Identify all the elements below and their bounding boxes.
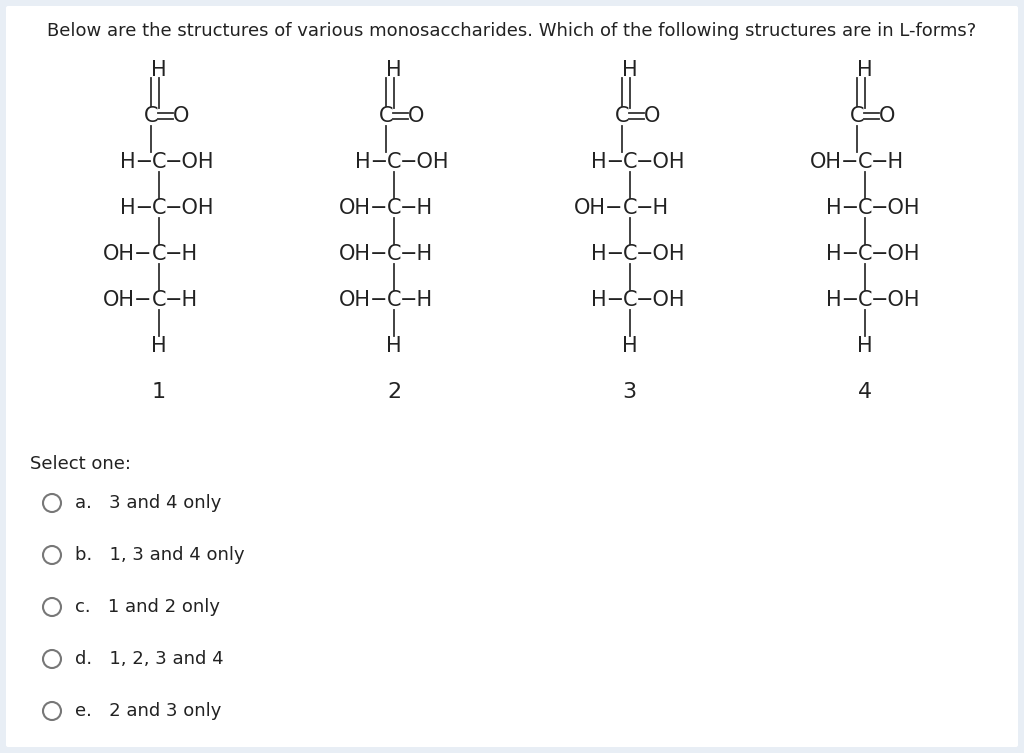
Text: C: C: [387, 152, 401, 172]
Text: −OH: −OH: [871, 244, 921, 264]
Text: OH−: OH−: [103, 290, 153, 310]
Text: H: H: [857, 60, 873, 80]
Text: −OH: −OH: [636, 290, 685, 310]
Text: C: C: [152, 198, 166, 218]
Text: H: H: [622, 336, 638, 356]
Text: OH−: OH−: [339, 198, 388, 218]
Text: O: O: [172, 106, 188, 126]
Text: O: O: [643, 106, 659, 126]
Text: e.   2 and 3 only: e. 2 and 3 only: [75, 702, 221, 720]
Text: −OH: −OH: [871, 198, 921, 218]
Text: O: O: [879, 106, 895, 126]
Text: −OH: −OH: [165, 152, 214, 172]
Text: OH−: OH−: [574, 198, 624, 218]
Text: C: C: [858, 152, 872, 172]
Text: b.   1, 3 and 4 only: b. 1, 3 and 4 only: [75, 546, 245, 564]
Text: Below are the structures of various monosaccharides. Which of the following stru: Below are the structures of various mono…: [47, 22, 977, 40]
Text: OH−: OH−: [339, 244, 388, 264]
Text: −OH: −OH: [871, 290, 921, 310]
Text: C: C: [152, 244, 166, 264]
Text: −OH: −OH: [636, 244, 685, 264]
Text: C: C: [858, 244, 872, 264]
Text: C: C: [614, 106, 629, 126]
Text: Select one:: Select one:: [30, 455, 131, 473]
Text: C: C: [387, 198, 401, 218]
Text: H−: H−: [120, 198, 153, 218]
Text: H: H: [386, 60, 402, 80]
Text: H−: H−: [120, 152, 153, 172]
Text: H−: H−: [591, 290, 624, 310]
Text: H: H: [622, 60, 638, 80]
Text: C: C: [858, 290, 872, 310]
Text: O: O: [408, 106, 424, 126]
Text: d.   1, 2, 3 and 4: d. 1, 2, 3 and 4: [75, 650, 223, 668]
Text: H−: H−: [355, 152, 388, 172]
Text: −H: −H: [871, 152, 904, 172]
Text: C: C: [623, 198, 637, 218]
Text: −OH: −OH: [400, 152, 450, 172]
Text: −H: −H: [165, 290, 198, 310]
Text: H: H: [857, 336, 873, 356]
Text: C: C: [623, 290, 637, 310]
Text: a.   3 and 4 only: a. 3 and 4 only: [75, 494, 221, 512]
Text: −H: −H: [400, 244, 433, 264]
Text: H−: H−: [826, 198, 859, 218]
Text: c.   1 and 2 only: c. 1 and 2 only: [75, 598, 220, 616]
Text: −H: −H: [636, 198, 669, 218]
Text: H: H: [386, 336, 402, 356]
Text: −H: −H: [165, 244, 198, 264]
FancyBboxPatch shape: [6, 6, 1018, 747]
Text: 4: 4: [858, 382, 872, 402]
Text: OH−: OH−: [339, 290, 388, 310]
Text: −H: −H: [400, 198, 433, 218]
Text: C: C: [858, 198, 872, 218]
Text: −OH: −OH: [165, 198, 214, 218]
Text: 3: 3: [623, 382, 637, 402]
Text: C: C: [387, 290, 401, 310]
Text: C: C: [152, 290, 166, 310]
Text: OH−: OH−: [103, 244, 153, 264]
Text: OH−: OH−: [810, 152, 859, 172]
Text: H−: H−: [591, 244, 624, 264]
Text: H: H: [151, 60, 167, 80]
Text: H: H: [151, 336, 167, 356]
Text: C: C: [623, 152, 637, 172]
Text: 2: 2: [387, 382, 401, 402]
Text: C: C: [379, 106, 393, 126]
Text: C: C: [623, 244, 637, 264]
Text: 1: 1: [152, 382, 166, 402]
Text: H−: H−: [826, 244, 859, 264]
Text: H−: H−: [591, 152, 624, 172]
Text: −OH: −OH: [636, 152, 685, 172]
Text: C: C: [387, 244, 401, 264]
Text: H−: H−: [826, 290, 859, 310]
Text: C: C: [152, 152, 166, 172]
Text: −H: −H: [400, 290, 433, 310]
Text: C: C: [143, 106, 158, 126]
Text: C: C: [850, 106, 864, 126]
